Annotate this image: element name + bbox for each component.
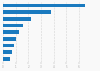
Bar bbox=[3, 44, 14, 47]
Bar bbox=[3, 37, 16, 41]
Bar bbox=[3, 10, 51, 14]
Bar bbox=[3, 17, 31, 21]
Bar bbox=[3, 30, 19, 34]
Bar bbox=[3, 50, 12, 54]
Bar bbox=[3, 4, 85, 7]
Bar bbox=[3, 24, 23, 27]
Bar bbox=[3, 57, 10, 61]
